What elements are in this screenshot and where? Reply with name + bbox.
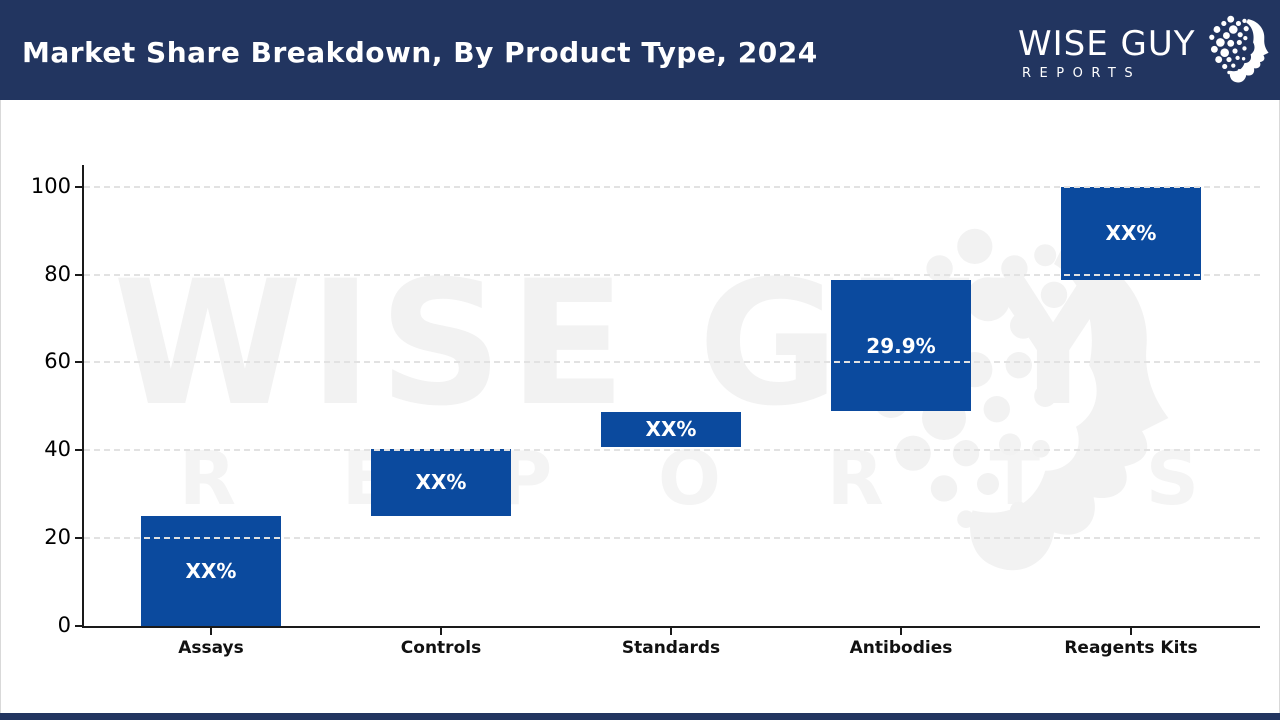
- gridline-80: [84, 273, 1260, 276]
- x-tick-2: [670, 628, 672, 635]
- y-tick-label-0: 0: [57, 613, 71, 637]
- y-tick-80: [75, 273, 82, 276]
- bar-reagents-kits: XX%: [1061, 186, 1201, 280]
- y-tick-label-100: 100: [30, 173, 71, 198]
- brand-sub-name: REPORTS: [1022, 66, 1142, 81]
- category-label-standards: Standards: [621, 638, 721, 658]
- bar-antibodies: 29.9%: [831, 279, 971, 412]
- y-tick-60: [75, 361, 82, 364]
- y-tick-0: [75, 625, 82, 627]
- header-bar: Market Share Breakdown, By Product Type,…: [0, 0, 1280, 100]
- bar-value-label: XX%: [1105, 221, 1157, 246]
- gridline-60: [84, 361, 1260, 364]
- bar-standards: XX%: [601, 411, 741, 447]
- gridline-100: [84, 185, 1260, 188]
- bar-assays: XX%: [141, 515, 281, 626]
- chart-area: WISE GUY R E P O R T S XX% XX% XX% 29.9% XX%…: [0, 100, 1280, 713]
- bar-value-label: XX%: [415, 470, 467, 495]
- chart-title: Market Share Breakdown, By Product Type,…: [22, 36, 818, 69]
- x-axis-line: [82, 626, 1260, 628]
- y-tick-100: [75, 185, 82, 188]
- y-tick-label-20: 20: [44, 525, 71, 550]
- x-tick-3: [900, 628, 902, 635]
- footer-bar: [0, 713, 1280, 720]
- x-tick-0: [210, 628, 212, 635]
- y-tick-label-80: 80: [44, 261, 71, 286]
- y-tick-label-40: 40: [44, 437, 71, 462]
- y-tick-label-60: 60: [44, 349, 71, 374]
- y-tick-20: [75, 537, 82, 540]
- y-axis-line: [82, 164, 84, 628]
- brand-logo: WISE GUY REPORTS: [1004, 8, 1274, 94]
- x-tick-4: [1130, 628, 1132, 635]
- bar-controls: XX%: [371, 448, 511, 516]
- y-tick-40: [75, 449, 82, 452]
- gridline-40: [84, 449, 1260, 452]
- bar-value-label: XX%: [645, 417, 697, 442]
- waterfall-chart: XX% XX% XX% 29.9% XX% 0 20 40 60 80 100 Assays Contr…: [1, 100, 1279, 713]
- category-label-reagents-kits: Reagents Kits: [1064, 638, 1198, 658]
- brand-head-icon: [1186, 10, 1272, 92]
- x-tick-1: [440, 628, 442, 635]
- bar-value-label: XX%: [185, 558, 237, 583]
- category-label-controls: Controls: [400, 638, 482, 658]
- bar-value-label: 29.9%: [866, 333, 936, 358]
- category-label-assays: Assays: [178, 638, 244, 658]
- brand-name: WISE GUY: [1018, 24, 1196, 64]
- gridline-20: [84, 537, 1260, 540]
- category-label-antibodies: Antibodies: [849, 638, 953, 658]
